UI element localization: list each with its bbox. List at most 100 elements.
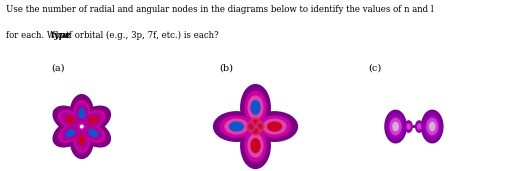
Ellipse shape [245, 91, 266, 123]
Ellipse shape [71, 96, 92, 130]
Ellipse shape [62, 113, 79, 127]
Ellipse shape [68, 132, 72, 134]
Ellipse shape [66, 116, 75, 123]
Ellipse shape [247, 132, 264, 159]
Text: type: type [51, 31, 71, 40]
Ellipse shape [249, 136, 262, 155]
Ellipse shape [90, 117, 96, 122]
Ellipse shape [88, 115, 99, 124]
Ellipse shape [270, 124, 279, 129]
Ellipse shape [86, 128, 101, 139]
Ellipse shape [252, 112, 297, 141]
Ellipse shape [263, 119, 286, 134]
Ellipse shape [265, 121, 284, 132]
Ellipse shape [78, 134, 86, 146]
Ellipse shape [405, 121, 412, 132]
Ellipse shape [241, 85, 270, 130]
Ellipse shape [63, 114, 77, 126]
Ellipse shape [76, 131, 87, 149]
Ellipse shape [59, 124, 81, 142]
Ellipse shape [250, 125, 252, 128]
Ellipse shape [68, 119, 72, 121]
Ellipse shape [81, 139, 83, 142]
Ellipse shape [79, 108, 85, 118]
Ellipse shape [416, 122, 422, 131]
Ellipse shape [83, 112, 103, 128]
Ellipse shape [249, 98, 262, 117]
Ellipse shape [254, 130, 257, 132]
Ellipse shape [81, 110, 106, 130]
Ellipse shape [244, 127, 267, 164]
Ellipse shape [227, 121, 246, 132]
Ellipse shape [218, 115, 254, 138]
Ellipse shape [406, 122, 411, 131]
Ellipse shape [70, 122, 94, 158]
Ellipse shape [418, 124, 421, 129]
Ellipse shape [63, 128, 77, 139]
Ellipse shape [89, 130, 98, 137]
Ellipse shape [431, 124, 433, 129]
Ellipse shape [75, 129, 88, 151]
Ellipse shape [59, 111, 81, 129]
Ellipse shape [85, 113, 102, 127]
Ellipse shape [410, 120, 418, 133]
Ellipse shape [55, 121, 86, 146]
Ellipse shape [56, 108, 84, 131]
Ellipse shape [79, 108, 107, 131]
Ellipse shape [79, 122, 107, 145]
Ellipse shape [88, 129, 99, 138]
Ellipse shape [56, 122, 84, 145]
Ellipse shape [254, 143, 257, 148]
Ellipse shape [389, 116, 402, 137]
Ellipse shape [73, 99, 90, 127]
Ellipse shape [76, 104, 87, 122]
Ellipse shape [77, 105, 86, 121]
Ellipse shape [251, 101, 260, 114]
Ellipse shape [53, 120, 87, 147]
Ellipse shape [60, 125, 80, 141]
Ellipse shape [60, 112, 80, 128]
Ellipse shape [62, 127, 79, 140]
Ellipse shape [419, 125, 420, 128]
Ellipse shape [388, 114, 404, 139]
Ellipse shape [244, 89, 267, 126]
Ellipse shape [428, 120, 436, 133]
Ellipse shape [64, 115, 76, 124]
Ellipse shape [247, 94, 264, 121]
Ellipse shape [67, 131, 73, 136]
Ellipse shape [427, 118, 437, 135]
Ellipse shape [86, 114, 101, 126]
Text: of orbital (e.g., 3p, 7f, etc.) is each?: of orbital (e.g., 3p, 7f, etc.) is each? [61, 31, 218, 40]
Text: Use the number of radial and angular nodes in the diagrams below to identify the: Use the number of radial and angular nod… [6, 5, 434, 14]
Ellipse shape [259, 116, 291, 137]
Ellipse shape [220, 116, 252, 137]
Ellipse shape [407, 124, 410, 129]
Ellipse shape [258, 123, 263, 130]
Ellipse shape [422, 110, 443, 143]
Ellipse shape [225, 119, 248, 134]
Ellipse shape [92, 119, 95, 121]
Ellipse shape [53, 106, 87, 133]
Ellipse shape [78, 121, 109, 146]
Ellipse shape [251, 139, 260, 153]
Ellipse shape [57, 110, 83, 130]
Ellipse shape [81, 123, 106, 143]
Ellipse shape [57, 123, 83, 143]
Text: (c): (c) [368, 63, 381, 72]
Ellipse shape [72, 98, 91, 128]
Text: for each. What: for each. What [6, 31, 73, 40]
Ellipse shape [70, 95, 94, 131]
Ellipse shape [223, 118, 250, 135]
Ellipse shape [81, 111, 83, 115]
Ellipse shape [257, 115, 293, 138]
Ellipse shape [248, 134, 263, 157]
Ellipse shape [55, 107, 86, 132]
Ellipse shape [394, 124, 397, 129]
Ellipse shape [386, 112, 405, 141]
Ellipse shape [72, 125, 91, 155]
Ellipse shape [245, 130, 266, 162]
Ellipse shape [234, 125, 239, 128]
Ellipse shape [254, 113, 295, 140]
Ellipse shape [74, 128, 89, 152]
Ellipse shape [391, 120, 400, 133]
